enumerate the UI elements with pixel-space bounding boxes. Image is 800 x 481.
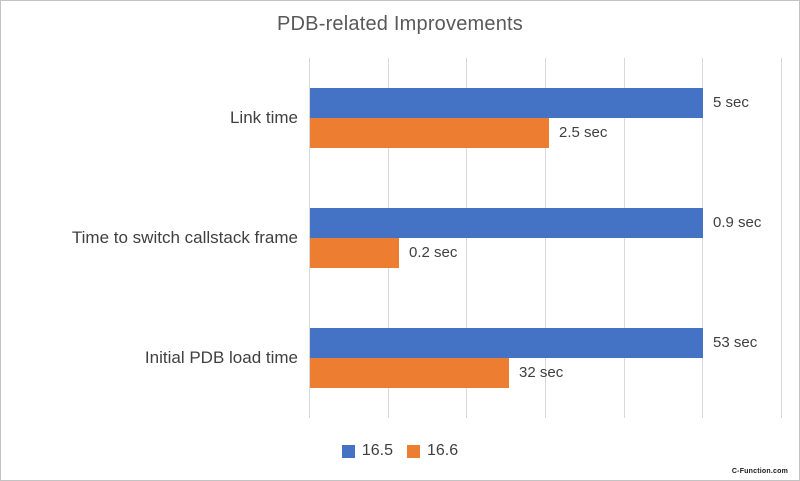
legend-swatch-16-5-icon [341,444,355,458]
category-axis: Link time Time to switch callstack frame I… [1,58,298,418]
bar-row-2: 53 sec 32 sec [309,298,781,418]
bar-16-6-row-2 [310,358,509,388]
bar-16-5-row-2 [310,328,703,358]
watermark: C-Function.com [731,468,788,475]
gridline-3 [545,58,546,418]
category-label-2: Initial PDB load time [144,348,298,367]
legend-label-16-6: 16.6 [427,442,459,459]
legend-label-16-5: 16.5 [361,442,393,459]
gridline-4 [623,58,625,418]
plot-area: 5 sec 2.5 sec 0.9 sec 0.2 sec 53 sec 32 sec [309,58,782,418]
gridline-0 [309,58,310,418]
bar-16-5-row-0 [310,88,703,118]
bar-value-label-16-6-row-1: 0.2 sec [409,244,458,261]
bar-16-6-row-0 [310,118,549,148]
bar-value-label-16-5-row-0: 5 sec [713,94,749,111]
legend-item-16-6: 16.6 [407,442,458,460]
legend: 16.5 16.6 [1,442,799,460]
bar-row-0: 5 sec 2.5 sec [309,58,781,178]
legend-swatch-16-6-icon [407,444,420,458]
gridline-6 [781,58,782,418]
bar-16-6-row-1 [310,238,399,268]
bar-value-label-16-6-row-0: 2.5 sec [559,124,608,141]
category-label-0: Link time [229,108,298,127]
gridline-5 [702,58,704,418]
chart-title: PDB-related Improvements [276,13,523,35]
bar-row-1: 0.9 sec 0.2 sec [309,178,781,298]
bar-value-label-16-5-row-1: 0.9 sec [713,214,762,231]
bar-value-label-16-6-row-2: 32 sec [519,364,564,381]
legend-item-16-5: 16.5 [341,442,393,460]
gridline-2 [466,58,468,418]
bar-value-label-16-5-row-2: 53 sec [713,334,758,351]
category-label-1: Time to switch callstack frame [71,228,298,247]
bar-16-5-row-1 [310,208,703,238]
